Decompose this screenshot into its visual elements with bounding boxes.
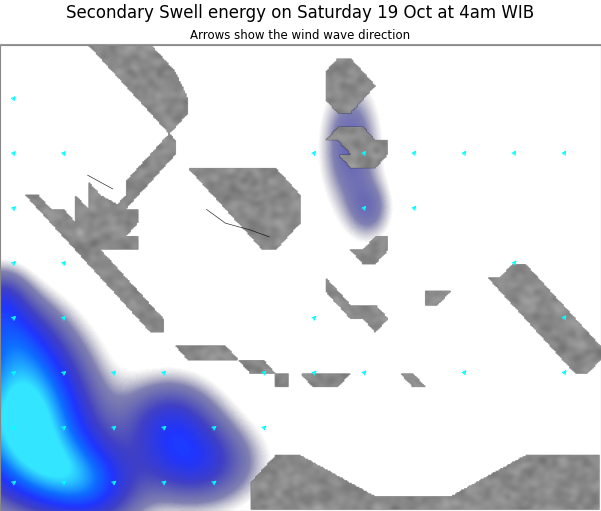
Text: Secondary Swell energy on Saturday 19 Oct at 4am WIB: Secondary Swell energy on Saturday 19 Oc…: [67, 4, 534, 21]
Text: Arrows show the wind wave direction: Arrows show the wind wave direction: [191, 29, 410, 41]
